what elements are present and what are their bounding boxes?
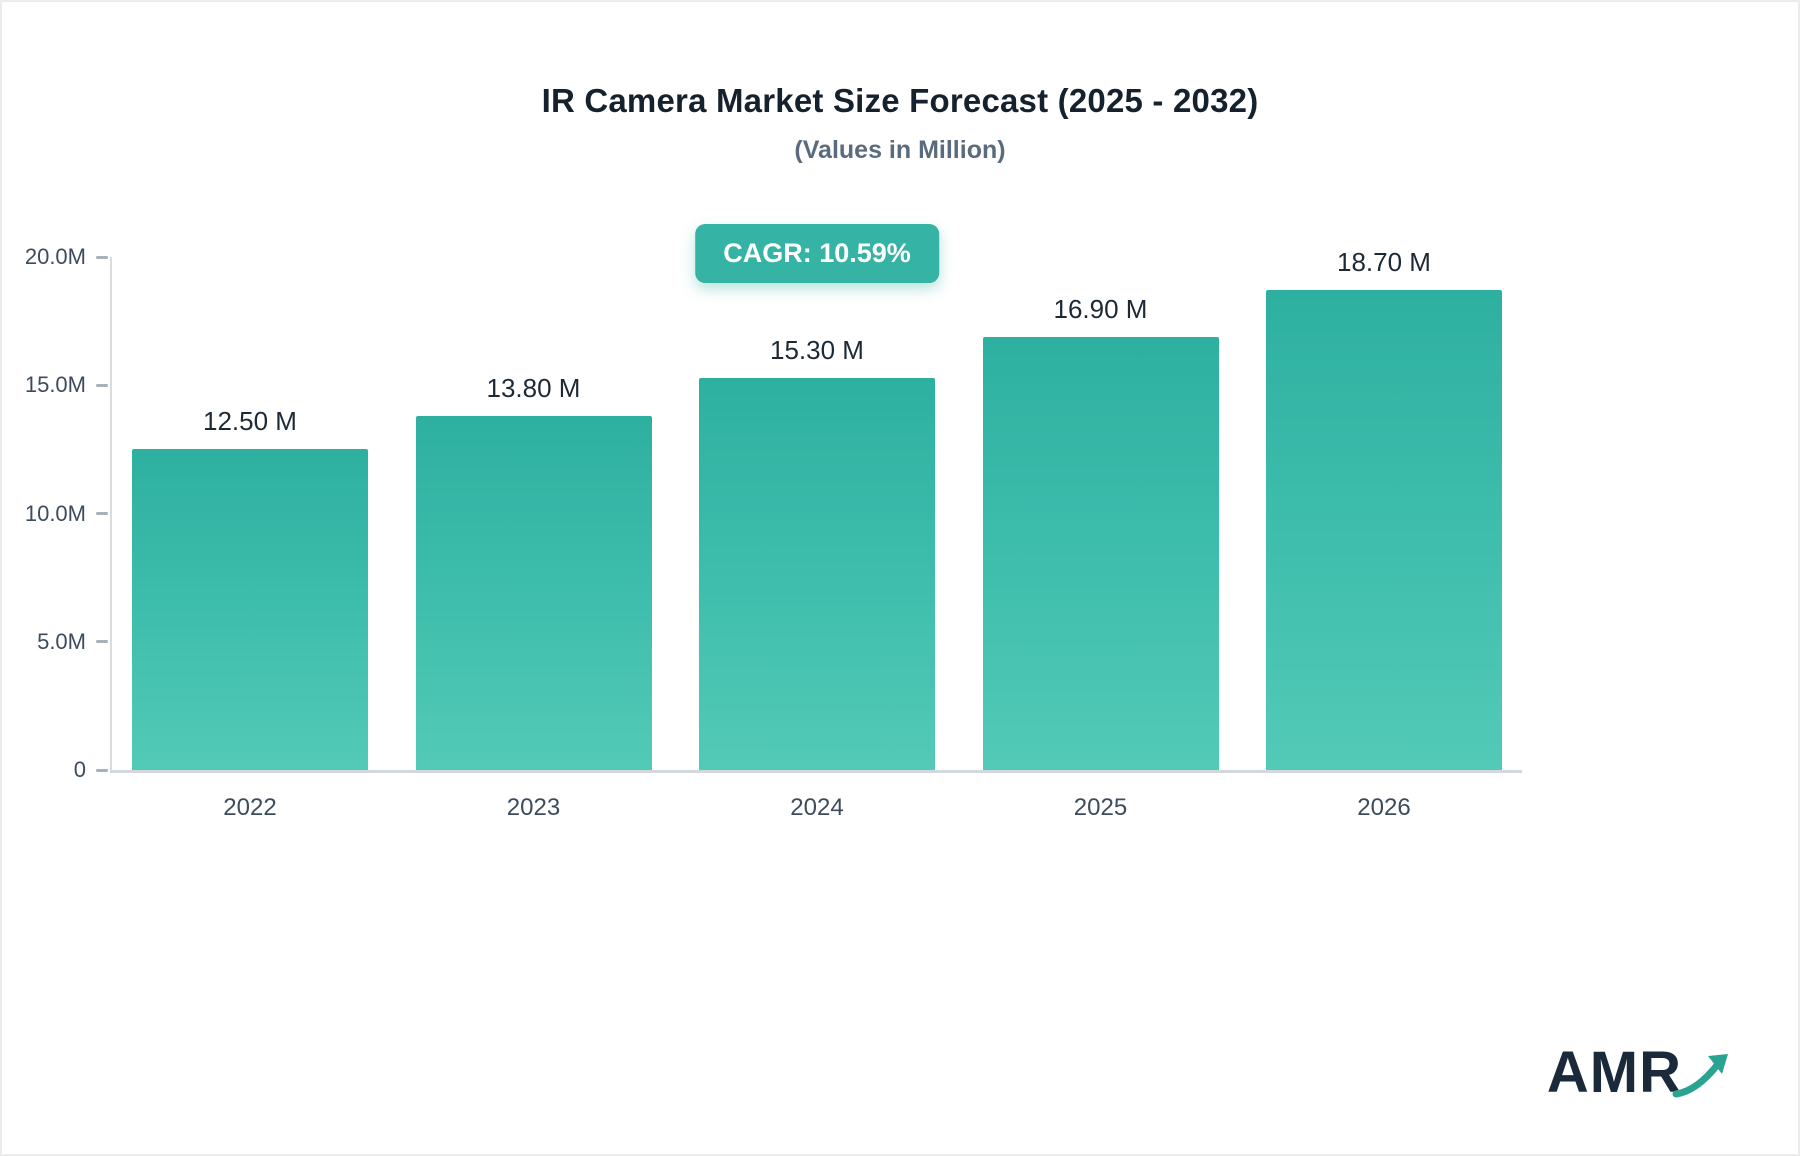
bar-value-label: 12.50 M (203, 406, 297, 437)
y-tick-label: 15.0M (24, 372, 86, 398)
chart-title: IR Camera Market Size Forecast (2025 - 2… (541, 82, 1259, 119)
bar-group: 18.70 M 2026 (1249, 247, 1502, 821)
bar-value-label: 15.30 M (770, 334, 864, 365)
chart-subtitle: (Values in Million) (794, 136, 1006, 164)
x-axis-label: 2023 (506, 794, 561, 821)
plot-area: 12.50 M 2022 13.80 M 2023 15.30 M 2024 16.90 M… (112, 247, 1522, 821)
y-tick-label: 10.0M (24, 500, 86, 526)
y-tick-label: 20.0M (24, 244, 86, 269)
bar-2026: 18.70 M (1249, 247, 1502, 770)
bar-2025: 16.90 M (965, 294, 1219, 771)
bar-2022: 12.50 M (132, 406, 385, 770)
y-tick-mark (96, 768, 108, 772)
y-tick: 20.0M (25, 244, 112, 270)
amr-logo: AMR (1547, 1044, 1730, 1102)
x-axis-label: 2022 (223, 794, 277, 821)
bar-value-label: 16.90 M (1053, 293, 1148, 324)
bar-value-label: 18.70 M (1337, 247, 1431, 278)
x-axis-label: 2024 (790, 794, 844, 821)
x-axis-label: 2026 (1357, 794, 1411, 821)
y-tick: 0 (74, 757, 112, 783)
cagr-badge: CAGR: 10.59% (695, 224, 939, 283)
y-tick-label: 5.0M (37, 628, 86, 654)
y-tick: 10.0M (25, 501, 112, 527)
y-tick-mark (96, 255, 108, 259)
chart-header: IR Camera Market Size Forecast (2025 - 2… (2, 2, 1798, 165)
bar-group: 12.50 M 2022 (132, 257, 385, 821)
bar-chart: 20.0M 15.0M 10.0M 5.0M 0 12.50 M 2022 13.80 M 2… (25, 244, 1522, 821)
y-tick-mark (96, 512, 108, 515)
bar-group: 15.30 M 2024 (699, 257, 935, 821)
y-tick: 5.0M (37, 629, 112, 655)
bar-2024: 15.30 M (699, 335, 935, 770)
y-tick-mark (96, 383, 108, 387)
bar-group: 16.90 M 2025 (965, 257, 1219, 821)
bar-value-label: 13.80 M (486, 373, 581, 404)
y-tick-label: 0 (73, 757, 86, 782)
amr-logo-text: AMR (1546, 1040, 1682, 1105)
y-tick-mark (96, 640, 108, 644)
bar-group: 13.80 M 2023 (415, 257, 669, 821)
x-axis-label: 2025 (1073, 794, 1128, 821)
amr-logo-arrow-icon (1672, 1054, 1728, 1098)
bar-2023: 13.80 M (415, 373, 669, 770)
y-tick: 15.0M (25, 372, 112, 398)
